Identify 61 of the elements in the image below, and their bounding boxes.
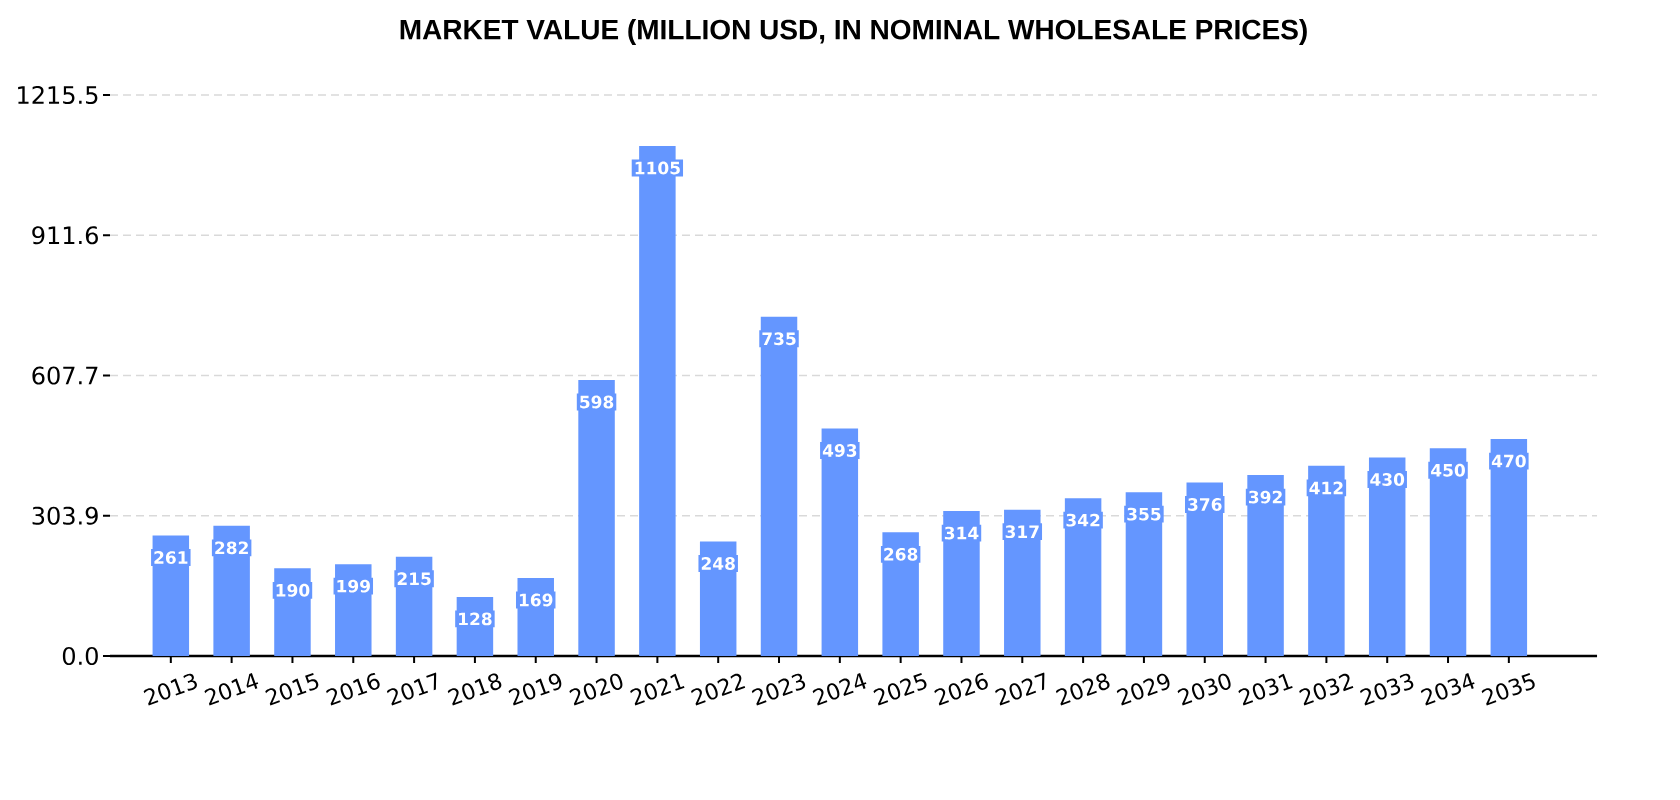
x-tick-label: 2024	[812, 673, 867, 706]
x-tick-label: 2023	[751, 673, 806, 706]
x-tick-label: 2017	[386, 672, 437, 706]
data-label: 735	[762, 332, 796, 346]
data-label: 268	[884, 547, 918, 561]
x-tick-label: 2022	[691, 673, 746, 706]
bar	[1368, 457, 1406, 656]
data-label: 261	[154, 551, 188, 564]
x-tick-label: 2020	[569, 673, 623, 706]
data-label: 128	[459, 612, 492, 626]
y-tick-label: 303.9	[32, 506, 98, 525]
data-label: 470	[1491, 454, 1526, 468]
bar	[943, 511, 980, 656]
bar	[760, 316, 798, 656]
x-tick-label: 2029	[1116, 673, 1170, 706]
x-tick-label: 2034	[1420, 673, 1475, 706]
x-tick-label: 2031	[1238, 673, 1293, 706]
data-label: 1105	[635, 161, 680, 175]
data-label: 493	[822, 444, 857, 457]
chart-title: MARKET VALUE (MILLION USD, IN NOMINAL WHOLESALE PRICES)	[400, 18, 1307, 46]
x-tick-label: 2016	[326, 673, 380, 706]
y-tick-label: 0.0	[62, 646, 98, 666]
data-label: 282	[215, 541, 248, 555]
x-tick-label: 2035	[1481, 672, 1535, 706]
x-tick-label: 2026	[934, 673, 988, 706]
x-tick-label: 2018	[447, 673, 502, 706]
x-tick-label: 2025	[873, 672, 927, 706]
data-label: 169	[519, 593, 553, 607]
y-tick-label: 911.6	[32, 226, 98, 245]
x-tick-label: 2032	[1299, 673, 1354, 706]
data-label: 355	[1127, 507, 1161, 521]
bar	[1429, 448, 1467, 656]
x-tick-label: 2021	[630, 673, 685, 706]
data-label: 248	[701, 557, 735, 570]
data-label: 199	[337, 579, 370, 593]
bar	[821, 428, 859, 656]
x-tick-label: 2027	[995, 672, 1045, 706]
data-label: 190	[276, 583, 310, 597]
data-label: 450	[1431, 463, 1465, 477]
x-tick-label: 2033	[1360, 673, 1414, 706]
data-label: 392	[1248, 490, 1282, 504]
x-tick-label: 2028	[1055, 673, 1110, 706]
data-label: 342	[1066, 513, 1100, 527]
x-tick-label: 2019	[508, 673, 562, 706]
bar	[1308, 465, 1345, 656]
data-label: 215	[397, 572, 431, 586]
data-label: 430	[1370, 473, 1405, 486]
y-tick-label: 1215.5	[18, 85, 98, 105]
data-label: 412	[1309, 481, 1343, 495]
y-tick-label: 607.7	[32, 366, 98, 385]
bar	[1247, 475, 1284, 656]
data-label: 317	[1005, 525, 1039, 539]
x-tick-label: 2013	[143, 673, 197, 706]
data-label: 598	[580, 395, 614, 409]
x-tick-label: 2030	[1177, 673, 1231, 706]
x-tick-label: 2015	[265, 672, 319, 706]
data-label: 314	[944, 526, 979, 540]
bar	[1490, 439, 1528, 656]
bar	[578, 379, 615, 656]
data-label: 376	[1188, 498, 1222, 511]
x-tick-label: 2014	[204, 673, 259, 706]
